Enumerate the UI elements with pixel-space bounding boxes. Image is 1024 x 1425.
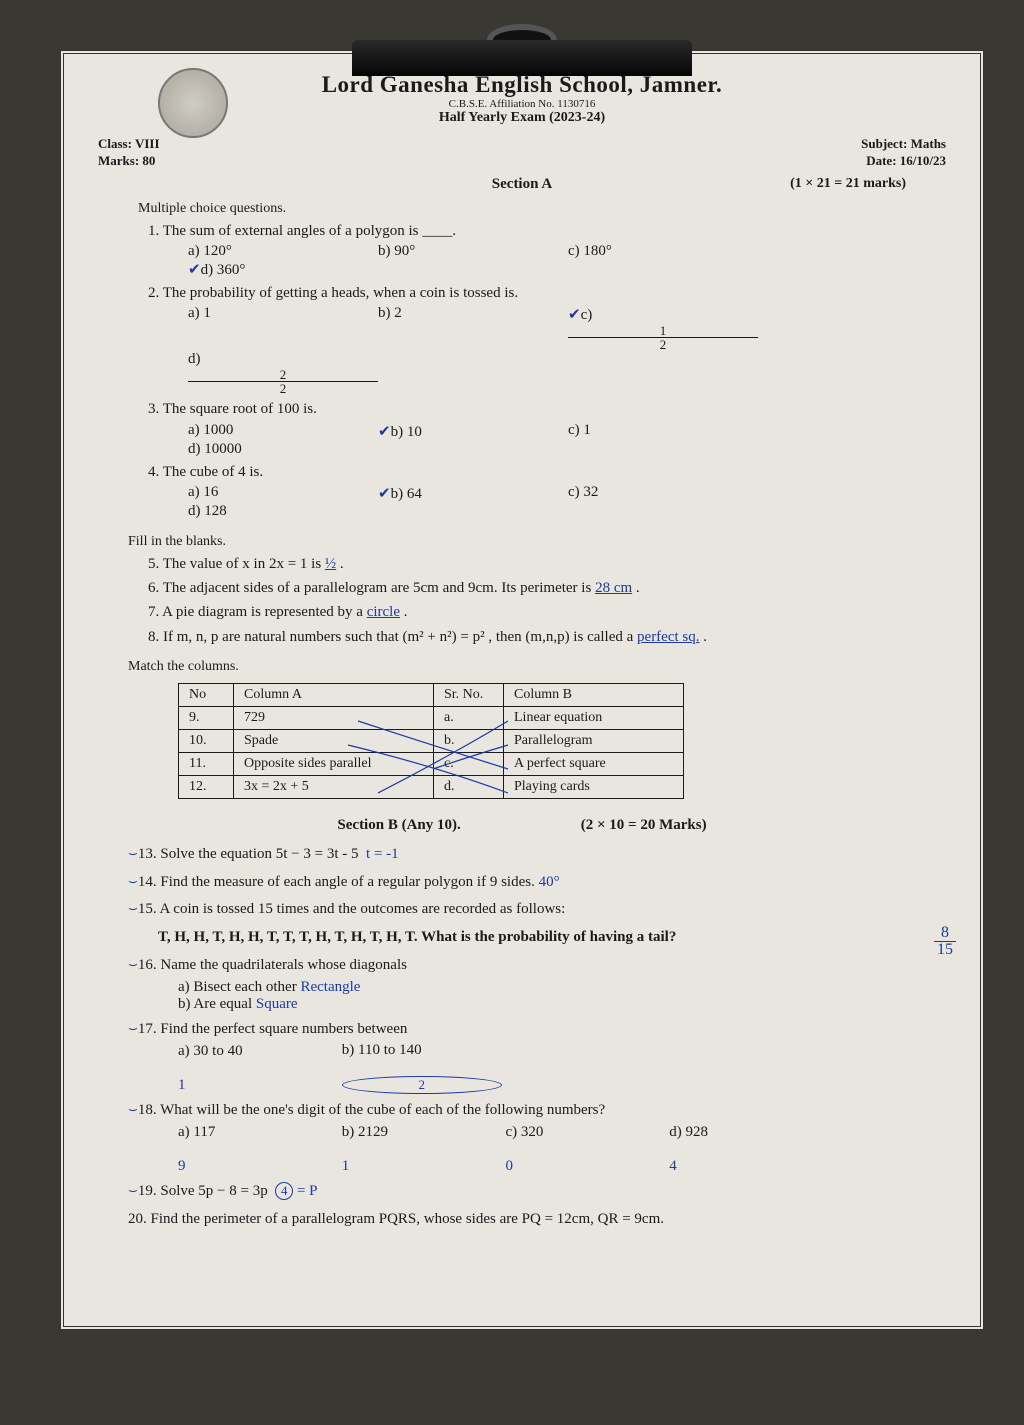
fill-heading: Fill in the blanks.: [128, 534, 946, 550]
q1-opt-b: b) 90°: [378, 243, 568, 260]
clipboard-clip: [60, 30, 984, 90]
mcq-heading: Multiple choice questions.: [138, 201, 946, 217]
q2-opt-d: d) 22: [188, 351, 378, 395]
q15-line: T, H, H, T, H, H, T, T, T, H, T, H, T, H…: [158, 927, 946, 949]
section-b-marks: (2 × 10 = 20 Marks): [581, 817, 707, 834]
section-a-marks: (1 × 21 = 21 marks): [790, 176, 906, 192]
class-label: Class: VIII: [98, 136, 160, 153]
q20: 20. Find the perimeter of a parallelogra…: [128, 1209, 946, 1231]
q8: 8. If m, n, p are natural numbers such t…: [148, 627, 946, 647]
q1-opt-d: ✔d) 360°: [188, 260, 378, 279]
q4-opt-c: c) 32: [568, 484, 758, 503]
q6: 6. The adjacent sides of a parallelogram…: [148, 578, 946, 598]
q16b: b) Are equal Square: [178, 996, 946, 1013]
q18-opts: a) 117 9 b) 2129 1 c) 320 0 d) 928 4: [178, 1124, 946, 1175]
match-heading: Match the columns.: [128, 659, 946, 675]
q13: ⌣13. Solve the equation 5t − 3 = 3t - 5 …: [128, 844, 946, 866]
q16: ⌣16. Name the quadrilaterals whose diago…: [128, 955, 946, 977]
q2-opt-a: a) 1: [188, 305, 378, 351]
q7: 7. A pie diagram is represented by a cir…: [148, 602, 946, 622]
q4-opt-a: a) 16: [188, 484, 378, 503]
match-table: No Column A Sr. No. Column B 9.729a.Line…: [178, 683, 684, 799]
q3-opt-b: ✔b) 10: [378, 422, 568, 441]
q2: 2. The probability of getting a heads, w…: [148, 283, 946, 303]
q4-opt-d: d) 128: [188, 503, 378, 520]
q5: 5. The value of x in 2x = 1 is ½ .: [148, 554, 946, 574]
q2-opt-c: ✔c) 12: [568, 305, 758, 351]
section-b-title: Section B (Any 10).: [337, 817, 460, 834]
date-label: Date: 16/10/23: [861, 153, 946, 170]
q4-opt-b: ✔b) 64: [378, 484, 568, 503]
table-row: 9.729a.Linear equation: [179, 706, 684, 729]
subject-label: Subject: Maths: [861, 136, 946, 153]
q3-opt-a: a) 1000: [188, 422, 378, 441]
q18: ⌣18. What will be the one's digit of the…: [128, 1100, 946, 1122]
table-row: 10.Spadeb.Parallelogram: [179, 729, 684, 752]
q16a: a) Bisect each other Rectangle: [178, 979, 946, 996]
q1-opt-a: a) 120°: [188, 243, 378, 260]
q3-opt-c: c) 1: [568, 422, 758, 441]
q1: 1. The sum of external angles of a polyg…: [148, 221, 946, 241]
q3-opt-d: d) 10000: [188, 441, 378, 458]
q4: 4. The cube of 4 is.: [148, 462, 946, 482]
q2-opt-b: b) 2: [378, 305, 568, 351]
q14: ⌣14. Find the measure of each angle of a…: [128, 872, 946, 894]
table-row: 11.Opposite sides parallelc.A perfect sq…: [179, 752, 684, 775]
q15: ⌣15. A coin is tossed 15 times and the o…: [128, 899, 946, 921]
q17: ⌣17. Find the perfect square numbers bet…: [128, 1019, 946, 1041]
q3: 3. The square root of 100 is.: [148, 399, 946, 419]
table-row: 12.3x = 2x + 5d.Playing cards: [179, 775, 684, 798]
q17-opts: a) 30 to 40 1 b) 110 to 140 2: [178, 1042, 946, 1094]
exam-paper: Lord Ganesha English School, Jamner. C.B…: [60, 50, 984, 1330]
q1-opt-c: c) 180°: [568, 243, 758, 260]
q19: ⌣19. Solve 5p − 8 = 3p 4 = P: [128, 1181, 946, 1203]
marks-label: Marks: 80: [98, 153, 160, 170]
